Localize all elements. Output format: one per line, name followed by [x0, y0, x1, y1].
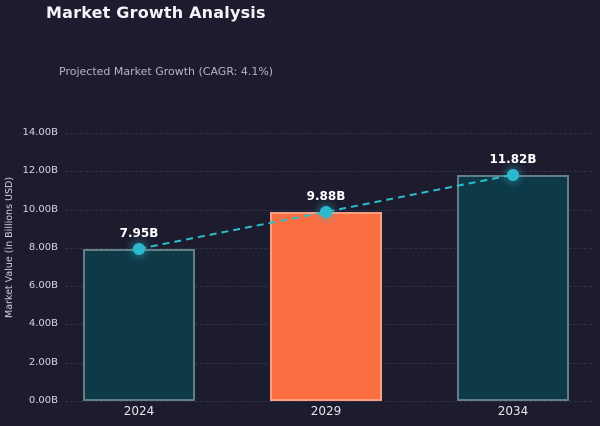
y-tick-label-10.00B: 10.00B	[22, 203, 59, 215]
y-tick-label-14.00B: 14.00B	[22, 127, 59, 138]
y-tick-label-12.00B: 12.00B	[22, 165, 59, 177]
gridline-14.00B	[65, 133, 592, 134]
data-point-marker-2024[interactable]	[133, 242, 145, 255]
y-tick-label-8.00B: 8.00B	[28, 241, 58, 253]
bar-2029[interactable]	[270, 211, 382, 401]
x-tick-label-2029: 2029	[310, 404, 342, 418]
y-tick-label-6.00B: 6.00B	[28, 280, 58, 292]
chart-title: Market Growth Analysis	[46, 3, 266, 22]
data-point-marker-2034[interactable]	[507, 168, 519, 181]
gridline-0.00B	[65, 401, 592, 402]
y-tick-label-2.00B: 2.00B	[28, 356, 58, 368]
x-tick-label-2034: 2034	[497, 404, 529, 418]
x-tick-label-2024: 2024	[123, 404, 155, 418]
y-tick-label-4.00B: 4.00B	[28, 318, 58, 330]
value-label-2034: 11.82B	[489, 151, 537, 166]
value-label-2029: 9.88B	[306, 188, 346, 203]
value-label-2024: 7.95B	[119, 225, 159, 240]
bar-2034[interactable]	[457, 174, 569, 401]
gridline-12.00B	[65, 171, 592, 173]
data-point-marker-2029[interactable]	[320, 205, 332, 218]
bar-2024[interactable]	[83, 248, 195, 401]
chart-subtitle: Projected Market Growth (CAGR: 4.1%)	[59, 65, 274, 78]
y-tick-label-0.00B: 0.00B	[28, 395, 58, 406]
